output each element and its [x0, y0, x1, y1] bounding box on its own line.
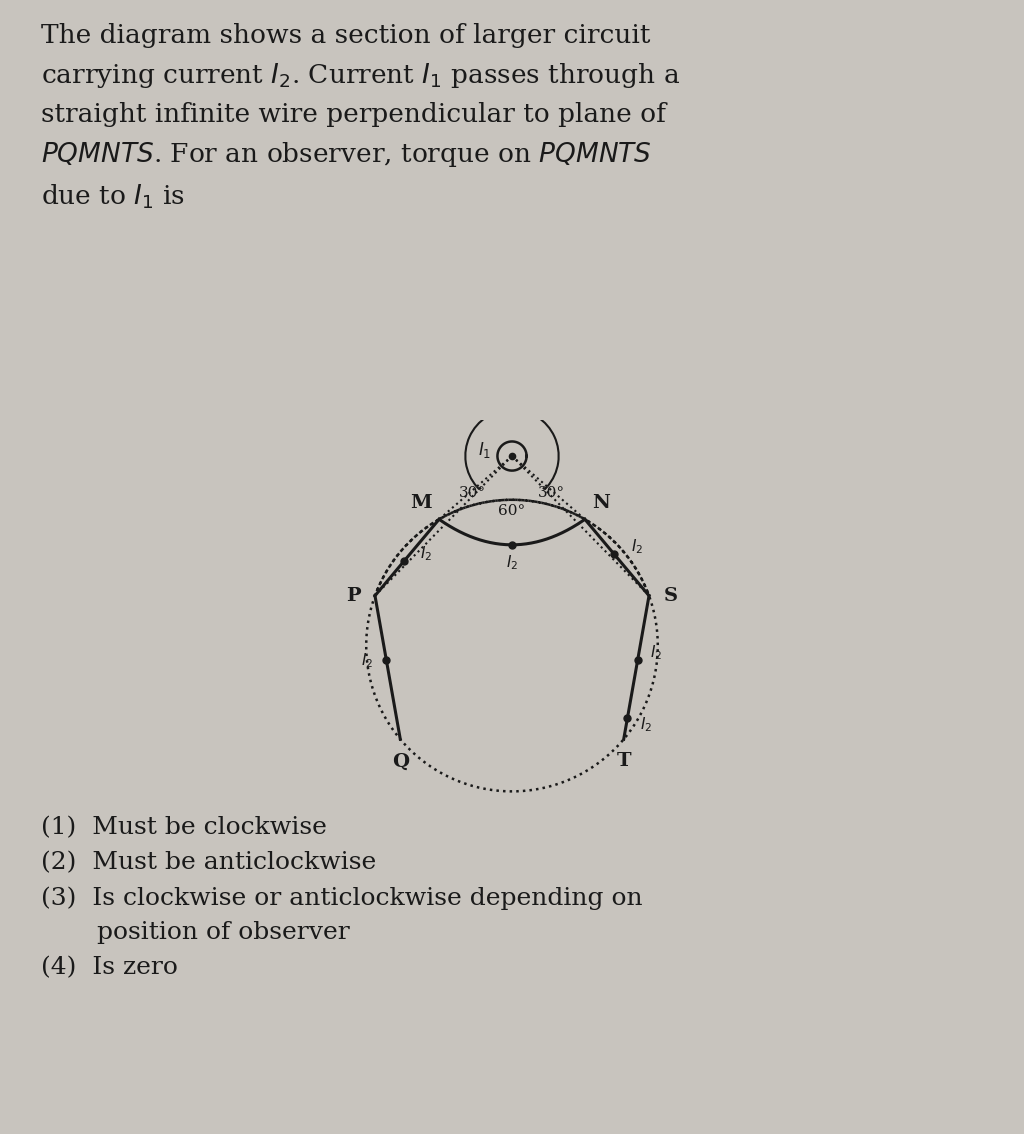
- Text: $I_2$: $I_2$: [640, 716, 652, 735]
- Text: $I_2$: $I_2$: [650, 644, 663, 662]
- Text: (1)  Must be clockwise
(2)  Must be anticlockwise
(3)  Is clockwise or anticlock: (1) Must be clockwise (2) Must be anticl…: [41, 816, 643, 979]
- Text: $I_1$: $I_1$: [478, 440, 492, 460]
- Text: 30°: 30°: [538, 486, 565, 500]
- Text: The diagram shows a section of larger circuit
carrying current $I_2$. Current $I: The diagram shows a section of larger ci…: [41, 23, 680, 211]
- Text: $I_2$: $I_2$: [420, 544, 432, 564]
- Text: $I_2$: $I_2$: [506, 553, 518, 572]
- Text: P: P: [346, 586, 360, 604]
- Text: $I_2$: $I_2$: [361, 651, 374, 670]
- Text: N: N: [592, 494, 610, 513]
- Text: 60°: 60°: [499, 505, 525, 518]
- Text: $I_2$: $I_2$: [631, 538, 643, 556]
- Text: Q: Q: [392, 753, 409, 770]
- Text: S: S: [664, 586, 678, 604]
- Text: T: T: [616, 753, 631, 770]
- Text: M: M: [411, 494, 432, 513]
- Text: 30°: 30°: [459, 486, 486, 500]
